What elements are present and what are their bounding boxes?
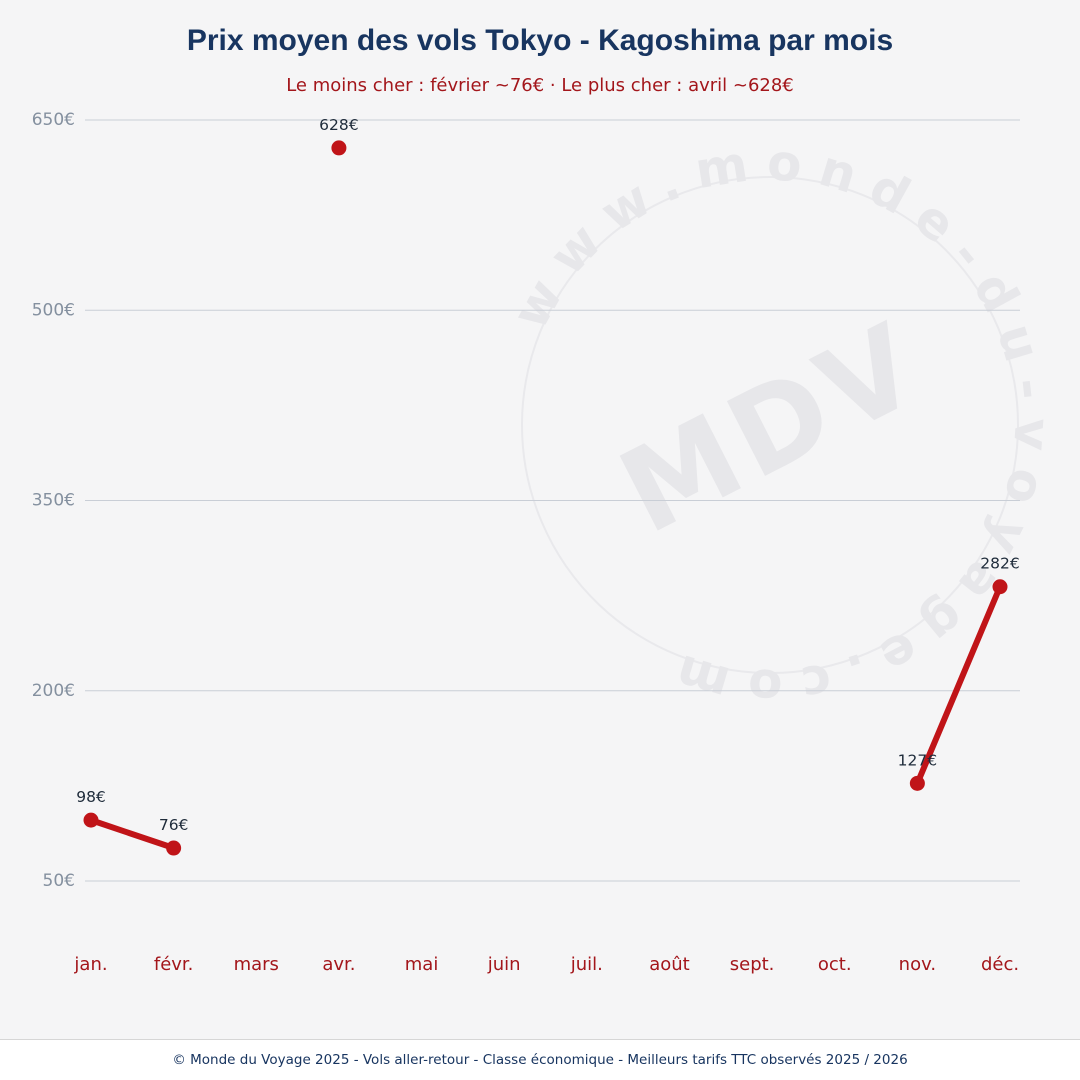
watermark-center-text: MDV <box>600 297 943 560</box>
x-axis-month-label[interactable]: avr. <box>322 954 355 975</box>
footer: © Monde du Voyage 2025 - Vols aller-reto… <box>0 1039 1080 1080</box>
x-axis-month-label[interactable]: févr. <box>154 954 194 975</box>
x-axis-month-label[interactable]: sept. <box>730 954 775 975</box>
data-point <box>909 775 925 791</box>
x-axis-month-label[interactable]: oct. <box>818 954 852 975</box>
x-axis-month-label[interactable]: mars <box>234 954 279 975</box>
y-axis-tick-label: 200€ <box>32 681 75 701</box>
series-segment <box>914 583 1003 787</box>
data-point-label: 98€ <box>76 788 106 806</box>
data-point <box>331 140 347 156</box>
series-segment <box>88 817 177 852</box>
y-axis-tick-label: 50€ <box>43 871 75 891</box>
page-title: Prix moyen des vols Tokyo - Kagoshima pa… <box>186 24 894 57</box>
price-line-chart: www.monde-du-voyage.com MDV 650€ 500€ 350€… <box>32 45 1080 975</box>
watermark: www.monde-du-voyage.com MDV <box>389 45 1080 806</box>
x-axis-month-label[interactable]: juin <box>487 954 521 975</box>
data-point <box>83 812 99 828</box>
y-axis-tick-label: 650€ <box>32 110 75 130</box>
x-axis-month-label[interactable]: août <box>649 954 690 975</box>
series-layer: 98€ 76€ 628€ 127€ 282€ <box>76 116 1020 856</box>
x-axis-month-label[interactable]: nov. <box>899 954 936 975</box>
page-subtitle: Le moins cher : février ~76€ · Le plus c… <box>286 75 794 96</box>
data-point-label: 282€ <box>980 555 1019 573</box>
grid-layer: 650€ 500€ 350€ 200€ 50€ <box>32 110 1020 891</box>
data-point-label: 76€ <box>159 816 189 834</box>
data-point-label: 127€ <box>898 751 937 769</box>
y-axis-tick-label: 350€ <box>32 491 75 511</box>
x-axis-month-label[interactable]: mai <box>405 954 439 975</box>
data-point <box>992 579 1008 595</box>
x-axis: jan. févr. mars avr. mai juin juil. août sept. oc… <box>73 954 1019 975</box>
data-point-label: 628€ <box>319 116 358 134</box>
x-axis-month-label[interactable]: déc. <box>981 954 1019 975</box>
x-axis-month-label[interactable]: juil. <box>570 954 603 975</box>
data-point <box>166 840 182 856</box>
y-axis-tick-label: 500€ <box>32 300 75 320</box>
x-axis-month-label[interactable]: jan. <box>73 954 107 975</box>
watermark-ring <box>521 175 1019 674</box>
footer-text: © Monde du Voyage 2025 - Vols aller-reto… <box>172 1052 908 1068</box>
